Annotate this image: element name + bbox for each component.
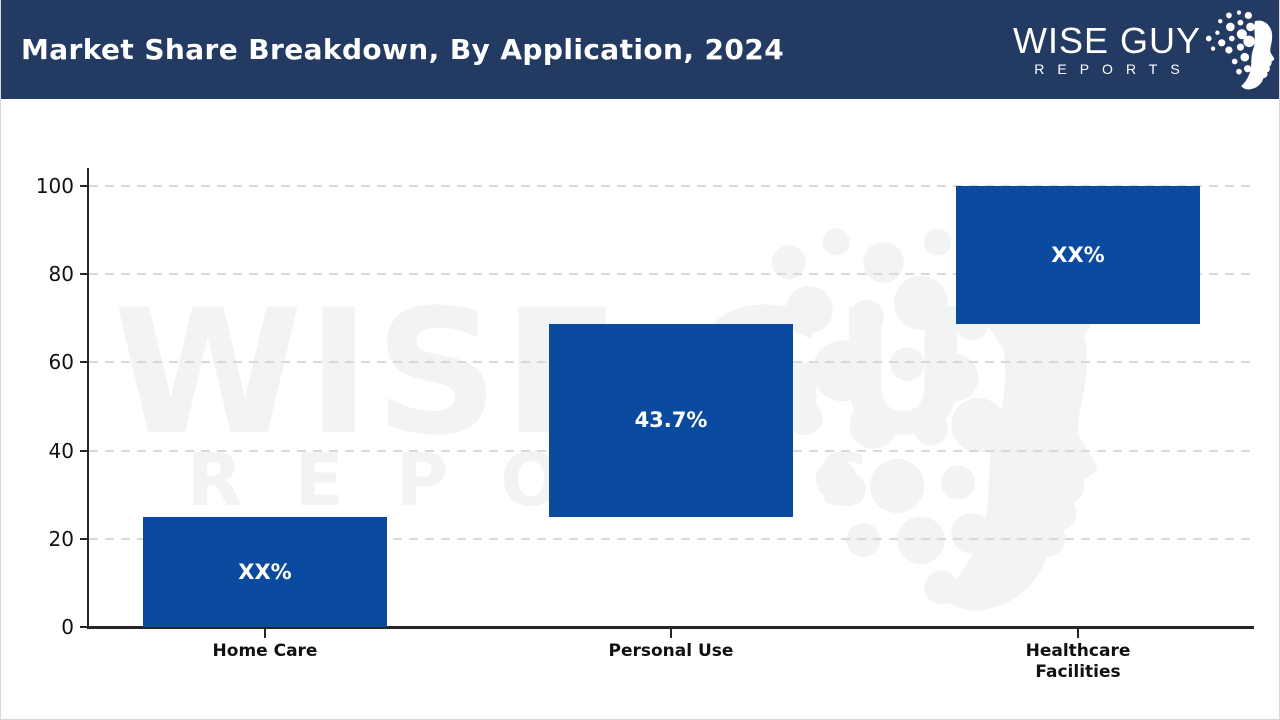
x-tick-1	[264, 629, 266, 638]
y-tick-100	[80, 185, 88, 187]
x-category-label-3: Healthcare Facilities	[1025, 641, 1131, 682]
gridline-20	[89, 537, 1254, 540]
dotted-head-profile-watermark-icon	[771, 228, 1097, 611]
y-tick-80	[80, 273, 88, 276]
y-tick-label-0: 0	[61, 615, 74, 639]
logo-reports-label: REPORTS	[1034, 60, 1193, 77]
bar-value-label: XX%	[1051, 243, 1105, 268]
bar-healthcare-facilities: XX%	[956, 186, 1200, 325]
logo-wiseguy-label: WISE GUY	[1012, 19, 1201, 61]
header-bar: Market Share Breakdown, By Application, …	[1, 0, 1279, 99]
y-tick-20	[80, 537, 88, 540]
x-tick-3	[1077, 629, 1079, 638]
logo-text: WISE GUY REPORTS	[1012, 19, 1201, 77]
y-tick-label-100: 100	[35, 174, 74, 198]
bar-value-label: XX%	[238, 559, 292, 584]
x-axis-line	[87, 626, 1254, 629]
y-tick-label-80: 80	[48, 262, 74, 287]
dotted-head-profile-icon	[1205, 9, 1275, 89]
y-tick-0	[80, 626, 88, 628]
bar-home-care: XX%	[143, 516, 387, 627]
y-tick-40	[80, 449, 88, 452]
x-category-label-1: Home Care	[212, 641, 318, 661]
gridline-80	[89, 273, 1254, 276]
y-tick-label-20: 20	[48, 526, 74, 551]
y-axis-line	[87, 168, 89, 629]
wise-guy-logo: WISE GUY REPORTS	[1012, 4, 1279, 96]
x-tick-2	[670, 629, 672, 638]
bar-personal-use: 43.7%	[549, 324, 793, 517]
y-tick-label-40: 40	[48, 438, 74, 463]
bar-value-label: 43.7%	[634, 408, 708, 433]
page-title: Market Share Breakdown, By Application, …	[21, 33, 785, 66]
gridline-100	[89, 185, 1254, 187]
y-tick-60	[80, 361, 88, 364]
x-category-label-2: Personal Use	[608, 641, 734, 661]
y-tick-label-60: 60	[48, 350, 74, 375]
